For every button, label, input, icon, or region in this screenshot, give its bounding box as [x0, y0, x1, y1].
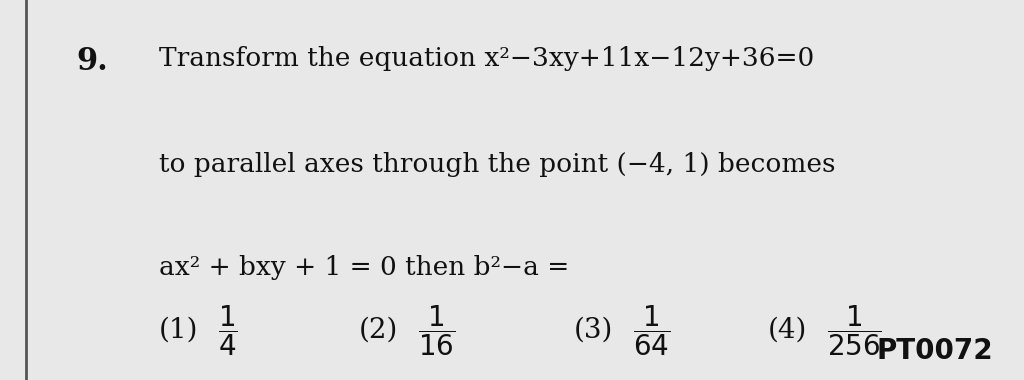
Text: ax² + bxy + 1 = 0 then b²−a =: ax² + bxy + 1 = 0 then b²−a =	[159, 255, 569, 280]
Text: 9.: 9.	[77, 46, 109, 77]
Text: $\dfrac{1}{64}$: $\dfrac{1}{64}$	[633, 303, 670, 358]
Text: (1): (1)	[159, 317, 199, 344]
Text: Transform the equation x²−3xy+11x−12y+36=0: Transform the equation x²−3xy+11x−12y+36…	[159, 46, 814, 71]
Text: $\dfrac{1}{16}$: $\dfrac{1}{16}$	[418, 303, 455, 358]
Text: PT0072: PT0072	[877, 337, 993, 365]
Text: $\dfrac{1}{4}$: $\dfrac{1}{4}$	[218, 303, 238, 358]
Text: $\dfrac{1}{256}$: $\dfrac{1}{256}$	[827, 303, 883, 358]
Text: (4): (4)	[768, 317, 807, 344]
Text: to parallel axes through the point (−4, 1) becomes: to parallel axes through the point (−4, …	[159, 152, 836, 177]
Text: (2): (2)	[358, 317, 397, 344]
Text: (3): (3)	[573, 317, 612, 344]
